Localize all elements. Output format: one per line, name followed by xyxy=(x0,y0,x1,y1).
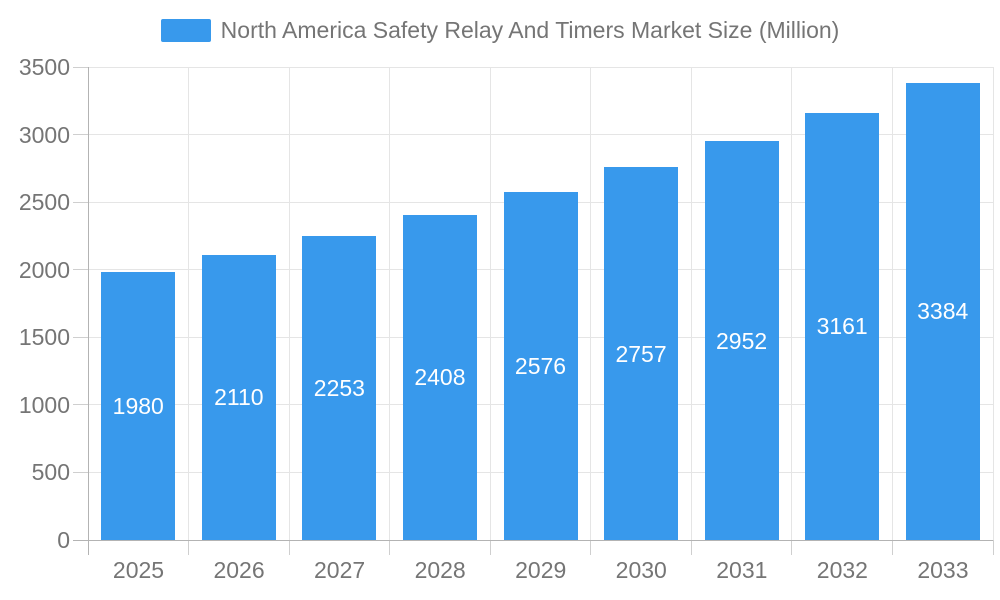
x-axis-label: 2033 xyxy=(917,557,969,583)
x-axis-tick xyxy=(590,540,592,555)
y-axis-line xyxy=(87,67,89,555)
x-axis-tick xyxy=(891,540,893,555)
y-axis-tick xyxy=(73,66,88,68)
bar-value-label: 2576 xyxy=(514,352,567,379)
x-axis-label: 2029 xyxy=(515,557,567,583)
x-axis-tick xyxy=(489,540,491,555)
gridline-v xyxy=(489,67,491,540)
gridline-h xyxy=(88,66,993,68)
bar-value-label: 2408 xyxy=(414,364,466,391)
x-axis-label: 2028 xyxy=(414,557,466,583)
bar-value-label: 3384 xyxy=(917,298,969,325)
gridline-v xyxy=(891,67,893,540)
bar-value-label: 2757 xyxy=(615,340,667,367)
bar-2031[interactable]: 2952 xyxy=(704,141,779,540)
y-axis-tick xyxy=(73,134,88,136)
x-axis-line xyxy=(73,539,993,541)
gridline-v xyxy=(791,67,793,540)
x-axis-tick xyxy=(389,540,391,555)
y-axis-label: 1500 xyxy=(18,324,70,351)
bar-value-label: 3161 xyxy=(816,313,868,340)
x-axis-tick xyxy=(690,540,692,555)
bar-value-label: 2110 xyxy=(214,384,264,411)
x-axis-label: 2030 xyxy=(615,557,667,583)
bar-2030[interactable]: 2757 xyxy=(604,167,679,540)
y-axis-label: 1000 xyxy=(18,391,70,418)
x-axis-tick xyxy=(992,540,994,555)
bar-value-label: 1980 xyxy=(112,393,164,420)
bar-2029[interactable]: 2576 xyxy=(503,191,578,540)
legend[interactable]: North America Safety Relay And Timers Ma… xyxy=(0,17,1000,44)
legend-label: North America Safety Relay And Timers Ma… xyxy=(220,17,840,43)
y-axis-label: 2000 xyxy=(18,256,70,283)
bar-2027[interactable]: 2253 xyxy=(302,235,377,540)
bar-value-label: 2253 xyxy=(313,374,365,401)
x-axis-label: 2032 xyxy=(816,557,868,583)
plot-area: 1980 2110 2253 2408 2576 2757 2952 3161 3384 xyxy=(88,66,994,540)
bar-2025[interactable]: 1980 xyxy=(101,272,176,540)
gridline-v xyxy=(389,67,391,540)
bar-2033[interactable]: 3384 xyxy=(905,82,980,540)
gridline-v xyxy=(188,67,190,540)
y-axis-tick xyxy=(73,269,88,271)
bar-2032[interactable]: 3161 xyxy=(805,112,880,540)
x-axis-label: 2025 xyxy=(112,557,165,583)
legend-swatch-icon xyxy=(160,19,211,42)
x-axis-tick xyxy=(791,540,793,555)
gridline-v xyxy=(992,67,994,540)
y-axis-label: 500 xyxy=(31,459,70,486)
bar-2028[interactable]: 2408 xyxy=(402,214,477,540)
gridline-v xyxy=(690,67,692,540)
x-axis-label: 2027 xyxy=(314,557,366,583)
y-axis-tick xyxy=(73,201,88,203)
y-axis-label: 3000 xyxy=(18,121,70,148)
x-axis-tick xyxy=(188,540,190,555)
y-axis-label: 0 xyxy=(57,527,70,553)
gridline-h xyxy=(88,134,993,136)
y-axis-tick xyxy=(73,404,88,406)
bar-value-label: 2952 xyxy=(716,327,768,354)
bar-2026[interactable]: 2110 xyxy=(201,254,276,540)
y-axis-label: 2500 xyxy=(18,189,70,216)
gridline-v xyxy=(590,67,592,540)
y-axis-label: 3500 xyxy=(18,54,70,80)
y-axis-tick xyxy=(73,471,88,473)
y-axis-tick xyxy=(73,336,88,338)
gridline-v xyxy=(288,67,290,540)
x-axis-tick xyxy=(288,540,290,555)
x-axis-label: 2026 xyxy=(213,557,265,583)
x-axis-label: 2031 xyxy=(716,557,768,583)
